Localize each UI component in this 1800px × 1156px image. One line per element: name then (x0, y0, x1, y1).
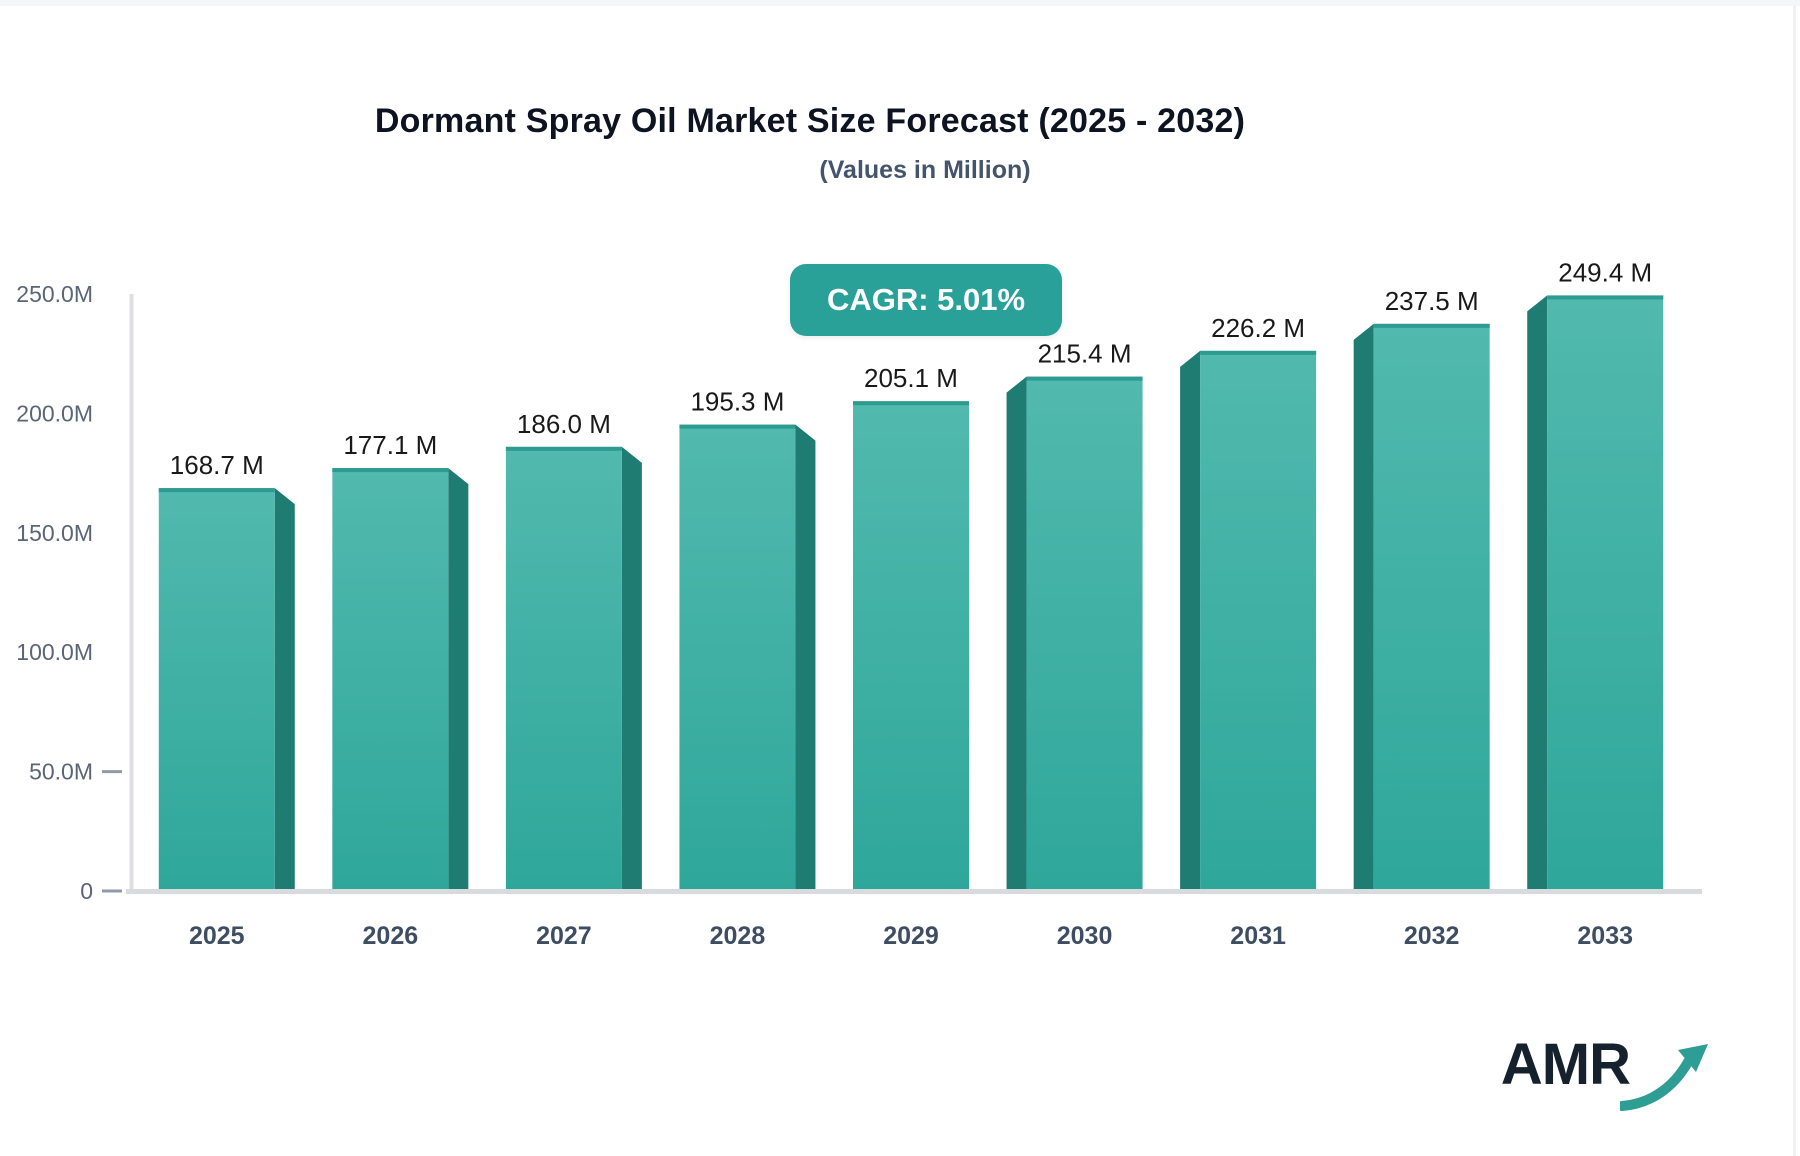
bar-value-label-2027: 186.0 M (517, 409, 611, 439)
bar-2029 (853, 401, 969, 891)
bar-2028 (679, 424, 796, 891)
amr-logo: AMR (1501, 1036, 1712, 1112)
bar-value-label-2028: 195.3 M (690, 387, 784, 417)
x-axis-label-2029: 2029 (883, 922, 939, 950)
bar-2033 (1547, 295, 1664, 891)
x-axis-label-2027: 2027 (536, 922, 592, 950)
y-axis-label: 0 (80, 878, 93, 904)
y-axis-label: 100.0M (16, 639, 93, 665)
card-right-border (1793, 6, 1796, 1156)
bar-2026 (332, 468, 449, 891)
bar-value-label-2030: 215.4 M (1038, 339, 1132, 369)
cagr-badge: CAGR: 5.01% (790, 264, 1062, 336)
bar-value-label-2025: 168.7 M (170, 450, 264, 480)
bar-top-edge-2030 (1026, 376, 1143, 381)
bar-side-2032 (1353, 323, 1374, 892)
bar-side-2031 (1180, 350, 1201, 891)
bar-side-2025 (274, 488, 295, 891)
y-axis-label: 150.0M (16, 520, 93, 546)
bar-chart: 250.0M 200.0M 150.0M 100.0M 50.0M 0 168.7 M 202… (16, 257, 1702, 950)
bar-2030 (1026, 376, 1143, 892)
bar-top-edge-2028 (679, 424, 796, 429)
x-axis-label-2033: 2033 (1577, 922, 1633, 950)
bar-value-label-2033: 249.4 M (1558, 257, 1652, 287)
x-axis-label-2026: 2026 (363, 922, 419, 950)
bar-value-label-2026: 177.1 M (343, 430, 437, 460)
bar-value-label-2032: 237.5 M (1385, 286, 1479, 316)
bar-side-2028 (795, 424, 816, 891)
x-axis-baseline (126, 889, 1702, 894)
bar-side-2027 (621, 446, 642, 891)
bar-2025 (158, 488, 275, 891)
bar-2031 (1200, 350, 1317, 891)
x-axis-label-2031: 2031 (1230, 922, 1286, 950)
bar-side-2026 (448, 468, 469, 891)
growth-arrow-icon (1620, 1044, 1708, 1111)
y-axis-label: 50.0M (29, 759, 93, 785)
bar-2032 (1373, 323, 1490, 892)
amr-logo-text: AMR (1500, 1032, 1631, 1097)
bar-value-label-2031: 226.2 M (1211, 313, 1305, 343)
y-axis-label: 250.0M (16, 281, 93, 307)
x-axis-label-2032: 2032 (1404, 922, 1460, 950)
bar-top-edge-2025 (158, 488, 275, 493)
bar-top-edge-2033 (1547, 295, 1664, 300)
bar-side-2033 (1527, 295, 1548, 891)
bar-top-edge-2032 (1373, 323, 1490, 328)
x-axis-label-2028: 2028 (710, 922, 766, 950)
bar-top-edge-2027 (505, 446, 622, 451)
chart-title: Dormant Spray Oil Market Size Forecast (… (374, 102, 1246, 140)
bar-side-2030 (1006, 376, 1027, 892)
chart-subtitle: (Values in Million) (819, 156, 1031, 184)
x-axis-label-2030: 2030 (1057, 922, 1113, 950)
cagr-badge-label: CAGR: 5.01% (826, 282, 1026, 317)
bar-top-edge-2031 (1200, 350, 1317, 355)
bar-value-label-2029: 205.1 M (864, 363, 958, 393)
bar-2027 (505, 446, 622, 891)
bar-top-edge-2026 (332, 468, 449, 473)
x-axis-label-2025: 2025 (189, 922, 245, 950)
bar-top-edge-2029 (853, 401, 969, 406)
y-axis-label: 200.0M (16, 400, 93, 426)
